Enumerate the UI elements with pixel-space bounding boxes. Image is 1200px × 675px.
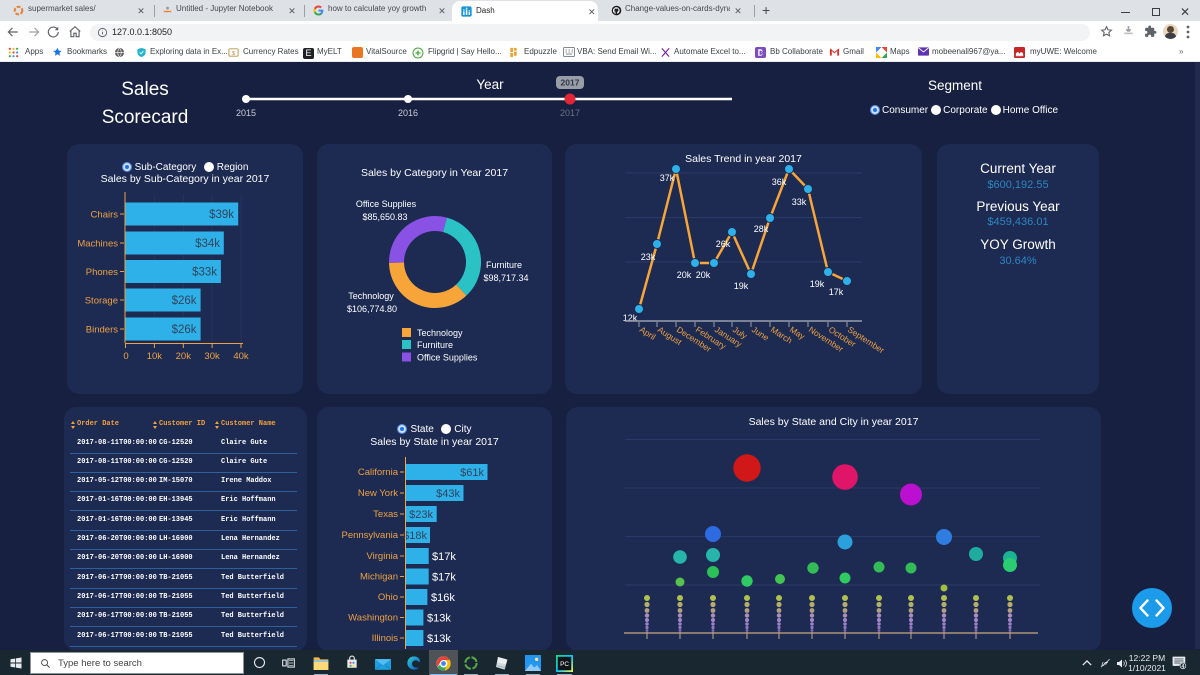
svg-text:PC: PC bbox=[560, 661, 569, 668]
svg-text:Office Supplies: Office Supplies bbox=[417, 353, 478, 363]
svg-text:2015: 2015 bbox=[236, 108, 256, 118]
svg-text:2017: 2017 bbox=[560, 108, 580, 118]
svg-text:0: 0 bbox=[123, 351, 128, 362]
svg-text:$26k: $26k bbox=[172, 324, 197, 336]
svg-text:Furniture: Furniture bbox=[417, 340, 453, 350]
svg-text:$106,774.80: $106,774.80 bbox=[347, 304, 397, 314]
svg-text:$39k: $39k bbox=[209, 209, 234, 221]
svg-text:23k: 23k bbox=[641, 252, 656, 262]
svg-text:$26k: $26k bbox=[172, 295, 197, 307]
svg-text:Texas: Texas bbox=[373, 509, 398, 520]
svg-text:Illinois: Illinois bbox=[372, 633, 399, 644]
svg-text:Michigan: Michigan bbox=[360, 572, 398, 583]
svg-text:$23k: $23k bbox=[409, 509, 433, 521]
svg-text:$18k: $18k bbox=[403, 530, 427, 542]
svg-text:Washington: Washington bbox=[348, 613, 398, 624]
svg-text:$98,717.34: $98,717.34 bbox=[483, 273, 528, 283]
svg-text:4: 4 bbox=[1182, 664, 1185, 670]
svg-text:April: April bbox=[638, 324, 658, 342]
svg-text:Binders: Binders bbox=[86, 325, 118, 336]
svg-text:20k: 20k bbox=[696, 270, 711, 280]
svg-text:Office Supplies: Office Supplies bbox=[356, 199, 417, 209]
svg-text:$17k: $17k bbox=[432, 551, 456, 563]
svg-text:Machines: Machines bbox=[77, 239, 118, 250]
svg-text:36k: 36k bbox=[772, 177, 787, 187]
svg-text:20k: 20k bbox=[176, 351, 192, 362]
svg-text:$13k: $13k bbox=[427, 633, 451, 645]
svg-text:$33k: $33k bbox=[192, 267, 217, 279]
svg-text:2016: 2016 bbox=[398, 108, 418, 118]
svg-text:$43k: $43k bbox=[436, 488, 460, 500]
svg-text:2017: 2017 bbox=[561, 78, 580, 88]
svg-text:Technology: Technology bbox=[348, 291, 394, 301]
svg-text:$: $ bbox=[232, 51, 235, 57]
svg-text:33k: 33k bbox=[792, 197, 807, 207]
svg-text:Furniture: Furniture bbox=[486, 260, 522, 270]
svg-text:30k: 30k bbox=[204, 351, 220, 362]
svg-text:19k: 19k bbox=[734, 281, 749, 291]
svg-text:California: California bbox=[358, 467, 399, 478]
svg-text:40k: 40k bbox=[233, 351, 249, 362]
svg-text:$13k: $13k bbox=[427, 613, 451, 625]
svg-text:Phones: Phones bbox=[86, 267, 118, 278]
svg-text:12k: 12k bbox=[623, 313, 638, 323]
svg-text:Pennsylvania: Pennsylvania bbox=[341, 530, 398, 541]
svg-text:$61k: $61k bbox=[460, 467, 484, 479]
svg-text:Ohio: Ohio bbox=[378, 592, 398, 603]
svg-text:Storage: Storage bbox=[85, 296, 118, 307]
svg-text:10k: 10k bbox=[147, 351, 163, 362]
svg-text:New York: New York bbox=[358, 488, 398, 499]
svg-text:$17k: $17k bbox=[432, 572, 456, 584]
svg-text:$34k: $34k bbox=[195, 238, 220, 250]
svg-text:June: June bbox=[750, 324, 771, 343]
svg-text:Virginia: Virginia bbox=[366, 551, 398, 562]
svg-text:Chairs: Chairs bbox=[91, 210, 119, 221]
svg-text:26k: 26k bbox=[716, 239, 731, 249]
svg-text:28k: 28k bbox=[754, 224, 769, 234]
svg-text:$85,650.83: $85,650.83 bbox=[362, 212, 407, 222]
svg-text:17k: 17k bbox=[829, 287, 844, 297]
svg-text:37k: 37k bbox=[660, 173, 675, 183]
svg-text:Technology: Technology bbox=[417, 328, 463, 338]
svg-text:19k: 19k bbox=[810, 279, 825, 289]
svg-text:$16k: $16k bbox=[431, 592, 455, 604]
svg-text:20k: 20k bbox=[677, 270, 692, 280]
